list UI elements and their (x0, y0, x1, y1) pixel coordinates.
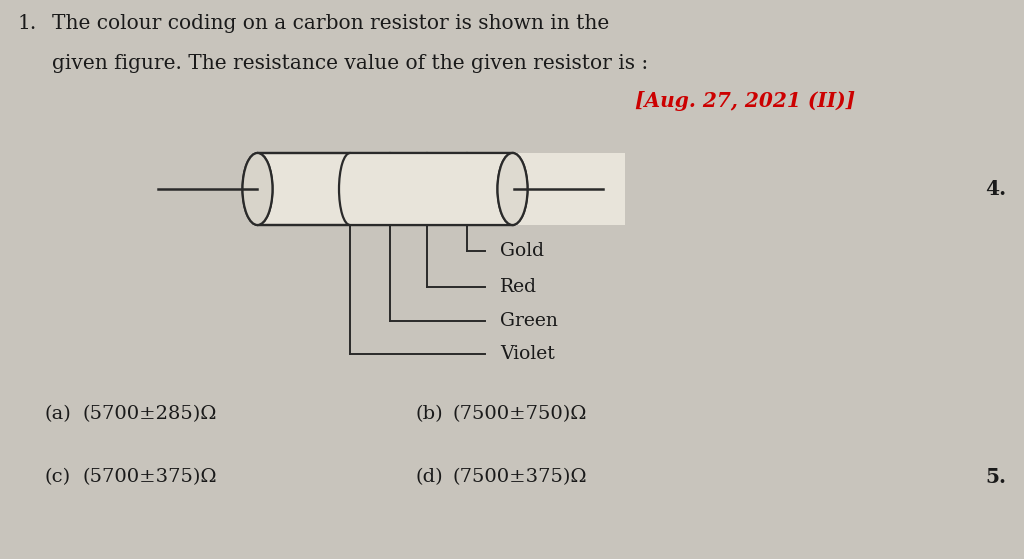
Text: Red: Red (500, 278, 537, 296)
Ellipse shape (456, 153, 478, 225)
Bar (427, 153, 585, 225)
Text: (5700±285)Ω: (5700±285)Ω (83, 405, 217, 423)
Text: given figure. The resistance value of the given resistor is :: given figure. The resistance value of th… (52, 54, 648, 73)
Bar (350, 153, 508, 225)
Text: (d): (d) (415, 468, 442, 486)
Text: (c): (c) (45, 468, 71, 486)
Text: 1.: 1. (18, 14, 37, 33)
Text: (5700±375)Ω: (5700±375)Ω (83, 468, 218, 486)
Text: (b): (b) (415, 405, 442, 423)
Ellipse shape (416, 153, 438, 225)
Text: Gold: Gold (500, 242, 544, 260)
Bar (467, 153, 625, 225)
Bar (257, 153, 512, 225)
Text: (7500±750)Ω: (7500±750)Ω (453, 405, 588, 423)
Text: [Aug. 27, 2021 (II)]: [Aug. 27, 2021 (II)] (635, 91, 855, 111)
Text: Green: Green (500, 312, 558, 330)
Bar (390, 153, 548, 225)
Text: The colour coding on a carbon resistor is shown in the: The colour coding on a carbon resistor i… (52, 14, 609, 33)
Ellipse shape (243, 153, 272, 225)
Ellipse shape (498, 153, 527, 225)
Bar (257, 153, 512, 225)
Ellipse shape (243, 153, 272, 225)
Ellipse shape (379, 153, 401, 225)
Text: Violet: Violet (500, 345, 555, 363)
Text: (7500±375)Ω: (7500±375)Ω (453, 468, 588, 486)
Ellipse shape (339, 153, 361, 225)
Text: 5.: 5. (985, 467, 1006, 487)
Ellipse shape (498, 153, 527, 225)
Text: (a): (a) (45, 405, 72, 423)
Text: 4.: 4. (985, 179, 1007, 199)
